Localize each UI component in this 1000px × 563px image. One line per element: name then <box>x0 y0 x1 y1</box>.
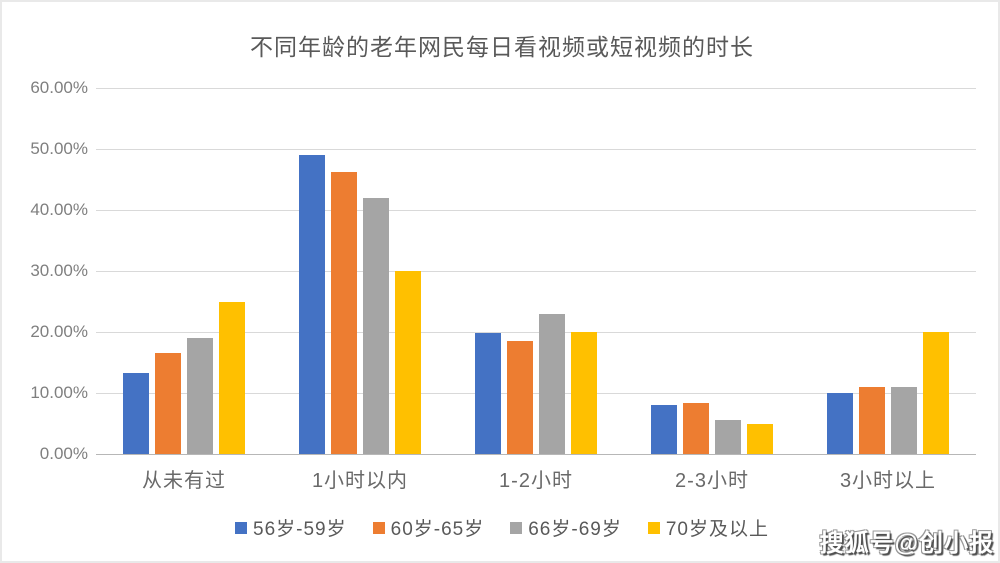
x-tick-label: 1小时以内 <box>311 470 409 492</box>
y-tick-label: 60.00% <box>30 78 88 97</box>
legend-swatch-icon <box>372 521 385 534</box>
x-tick-label: 2-3小时 <box>675 470 749 492</box>
gridline <box>96 332 976 333</box>
x-tick-label: 1-2小时 <box>499 470 573 492</box>
bar-70岁及以上-1小时以内 <box>395 271 421 454</box>
legend-label: 70岁及以上 <box>665 519 769 540</box>
gridline <box>96 271 976 272</box>
y-tick-label: 50.00% <box>30 139 88 158</box>
x-axis-line <box>96 454 976 455</box>
bar-70岁及以上-3小时以上 <box>923 332 949 454</box>
bar-66岁-69岁-从未有过 <box>187 338 213 454</box>
y-tick-label: 30.00% <box>30 261 88 280</box>
y-tick-label: 40.00% <box>30 200 88 219</box>
gridline <box>96 210 976 211</box>
bar-56岁-59岁-1-2小时 <box>475 333 501 454</box>
bar-60岁-65岁-1-2小时 <box>507 341 533 454</box>
legend-item: 66岁-69岁 <box>510 514 622 541</box>
legend-label: 66岁-69岁 <box>528 519 622 540</box>
bar-60岁-65岁-从未有过 <box>155 353 181 454</box>
legend-item: 60岁-65岁 <box>372 514 485 541</box>
plot-area: 0.00% 10.00% 20.00% 30.00% 40.00% 50.00% 60.00… <box>30 78 976 463</box>
legend-item: 56岁-59岁 <box>235 514 347 541</box>
legend-swatch-icon <box>510 521 523 534</box>
x-axis-labels: 从未有过 1小时以内 1-2小时 2-3小时 3小时以上 <box>96 464 976 493</box>
bar-60岁-65岁-3小时以上 <box>859 386 885 454</box>
bar-66岁-69岁-2-3小时 <box>715 420 741 454</box>
y-tick-label: 20.00% <box>30 322 88 341</box>
gridline <box>96 149 976 150</box>
bar-56岁-59岁-1小时以内 <box>299 155 325 454</box>
bar-56岁-59岁-3小时以上 <box>827 393 853 454</box>
legend: 56岁-59岁 60岁-65岁 66岁-69岁 70岁及以上 <box>2 514 998 541</box>
legend-swatch-icon <box>647 521 660 534</box>
y-tick-label: 0.00% <box>39 444 88 463</box>
bar-60岁-65岁-2-3小时 <box>683 403 709 454</box>
gridline <box>96 88 976 89</box>
legend-item: 70岁及以上 <box>647 514 769 541</box>
bar-60岁-65岁-1小时以内 <box>331 171 357 454</box>
legend-label: 56岁-59岁 <box>253 519 347 540</box>
bar-70岁及以上-2-3小时 <box>747 423 773 454</box>
bar-66岁-69岁-1小时以内 <box>363 197 389 454</box>
watermark: 搜狐号@创小报 <box>819 530 994 557</box>
x-tick-label: 从未有过 <box>142 470 226 492</box>
legend-label: 60岁-65岁 <box>390 519 485 540</box>
bar-66岁-69岁-1-2小时 <box>539 313 565 454</box>
bar-70岁及以上-从未有过 <box>219 301 245 454</box>
gridline <box>96 393 976 394</box>
chart-title: 不同年龄的老年网民每日看视频或短视频的时长 <box>250 34 754 60</box>
legend-swatch-icon <box>235 521 248 534</box>
bar-66岁-69岁-3小时以上 <box>891 386 917 454</box>
bar-56岁-59岁-从未有过 <box>123 373 149 454</box>
x-tick-label: 3小时以上 <box>839 470 937 492</box>
y-tick-label: 10.00% <box>30 383 88 402</box>
bar-70岁及以上-1-2小时 <box>571 332 597 454</box>
bar-56岁-59岁-2-3小时 <box>651 405 677 454</box>
